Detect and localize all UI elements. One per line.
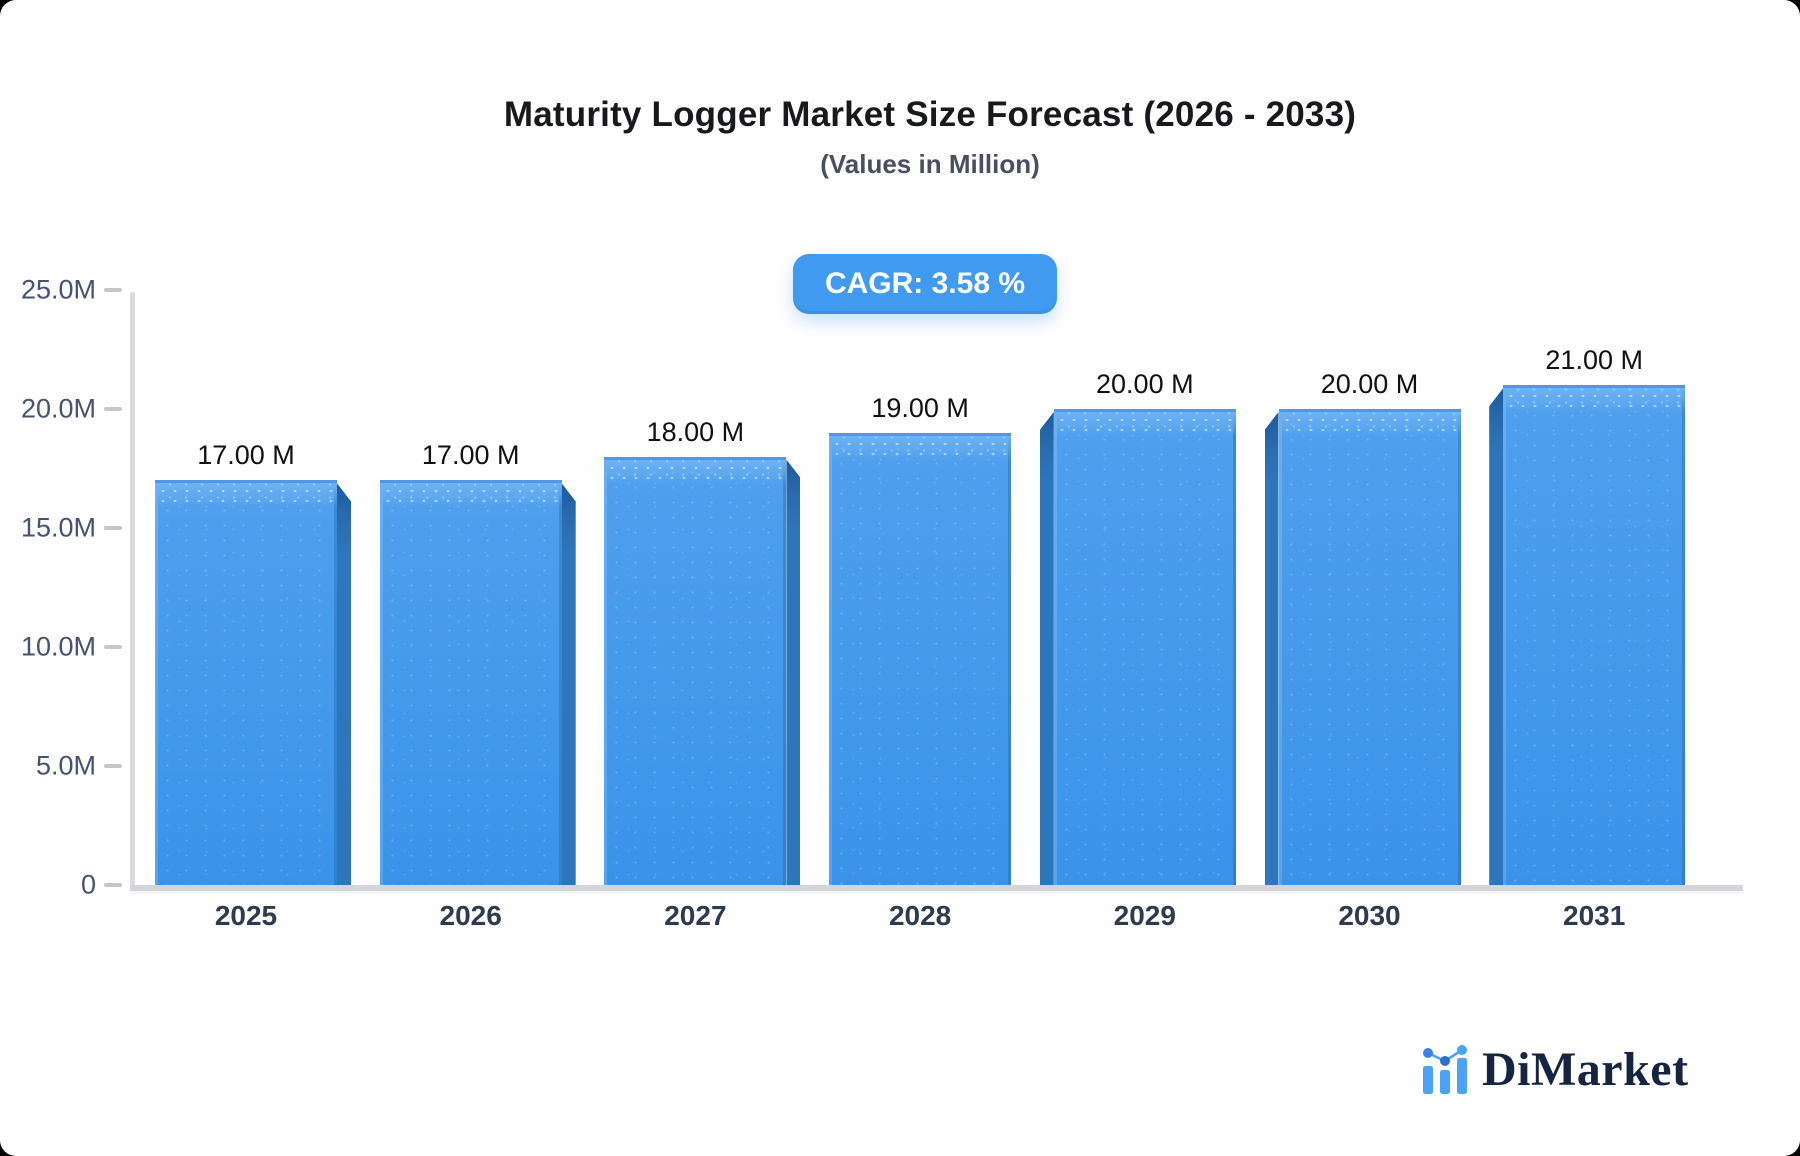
y-axis-tick	[104, 526, 122, 530]
x-axis-label: 2027	[664, 900, 727, 931]
bar-3d-side	[337, 483, 351, 885]
bar-2025	[155, 480, 351, 885]
y-axis-label: 25.0M	[20, 274, 96, 305]
dimarket-logo: DiMarket	[1420, 1040, 1689, 1094]
x-axis-label: 2031	[1563, 900, 1626, 931]
x-axis-label: 2030	[1338, 900, 1401, 931]
bar-value-label: 19.00 M	[871, 392, 969, 423]
y-axis-label: 20.0M	[20, 393, 96, 424]
bar-3d-side	[786, 459, 801, 885]
bar-2030	[1264, 409, 1461, 885]
x-axis-label: 2025	[214, 900, 278, 931]
x-axis-label: 2029	[1113, 900, 1176, 931]
bar-top-face	[1278, 412, 1461, 437]
bar-top-face	[829, 435, 1012, 461]
bar-top-face	[155, 483, 337, 509]
bar-2029	[1039, 409, 1236, 885]
bar-value-label: 17.00 M	[421, 440, 520, 471]
y-axis-label: 0	[80, 869, 96, 900]
bar-value-label: 21.00 M	[1545, 345, 1643, 376]
bar-value-label: 20.00 M	[1096, 369, 1194, 399]
y-axis-tick	[104, 764, 122, 768]
chart-subtitle: (Values in Million)	[820, 149, 1040, 179]
bar-2031	[1489, 385, 1686, 885]
y-axis-label: 10.0M	[20, 631, 96, 662]
logo-text: DiMarket	[1482, 1043, 1689, 1096]
y-axis-label: 5.0M	[35, 750, 96, 781]
bar-3d-side	[1264, 412, 1279, 885]
bar-value-label: 20.00 M	[1320, 369, 1419, 399]
y-axis-label: 15.0M	[20, 512, 96, 543]
bar-2026	[379, 480, 576, 885]
chart-title: Maturity Logger Market Size Forecast (20…	[503, 95, 1357, 134]
cagr-badge: CAGR: 3.58 %	[792, 254, 1058, 314]
x-axis-label: 2026	[439, 900, 502, 931]
bar-top-face	[379, 483, 562, 509]
x-axis-baseline	[130, 885, 1743, 891]
y-axis-tick	[104, 883, 122, 887]
bar-value-label: 18.00 M	[646, 416, 745, 447]
bar-2028	[829, 432, 1012, 885]
bar-top-face	[604, 459, 787, 485]
bar-3d-side	[1039, 412, 1054, 885]
y-axis-tick	[104, 645, 122, 649]
y-axis-line	[130, 292, 135, 886]
x-axis-label: 2028	[888, 900, 952, 931]
bar-3d-side	[561, 483, 576, 885]
y-axis-tick	[104, 288, 122, 292]
bar-top-face	[1053, 412, 1236, 437]
bar-3d-side	[1489, 388, 1504, 885]
y-axis-tick	[104, 407, 122, 411]
bar-2027	[604, 456, 801, 885]
bar-top-face	[1503, 388, 1686, 414]
bar-chart-logo-icon	[1423, 1045, 1467, 1094]
bar-value-label: 17.00 M	[197, 440, 295, 471]
